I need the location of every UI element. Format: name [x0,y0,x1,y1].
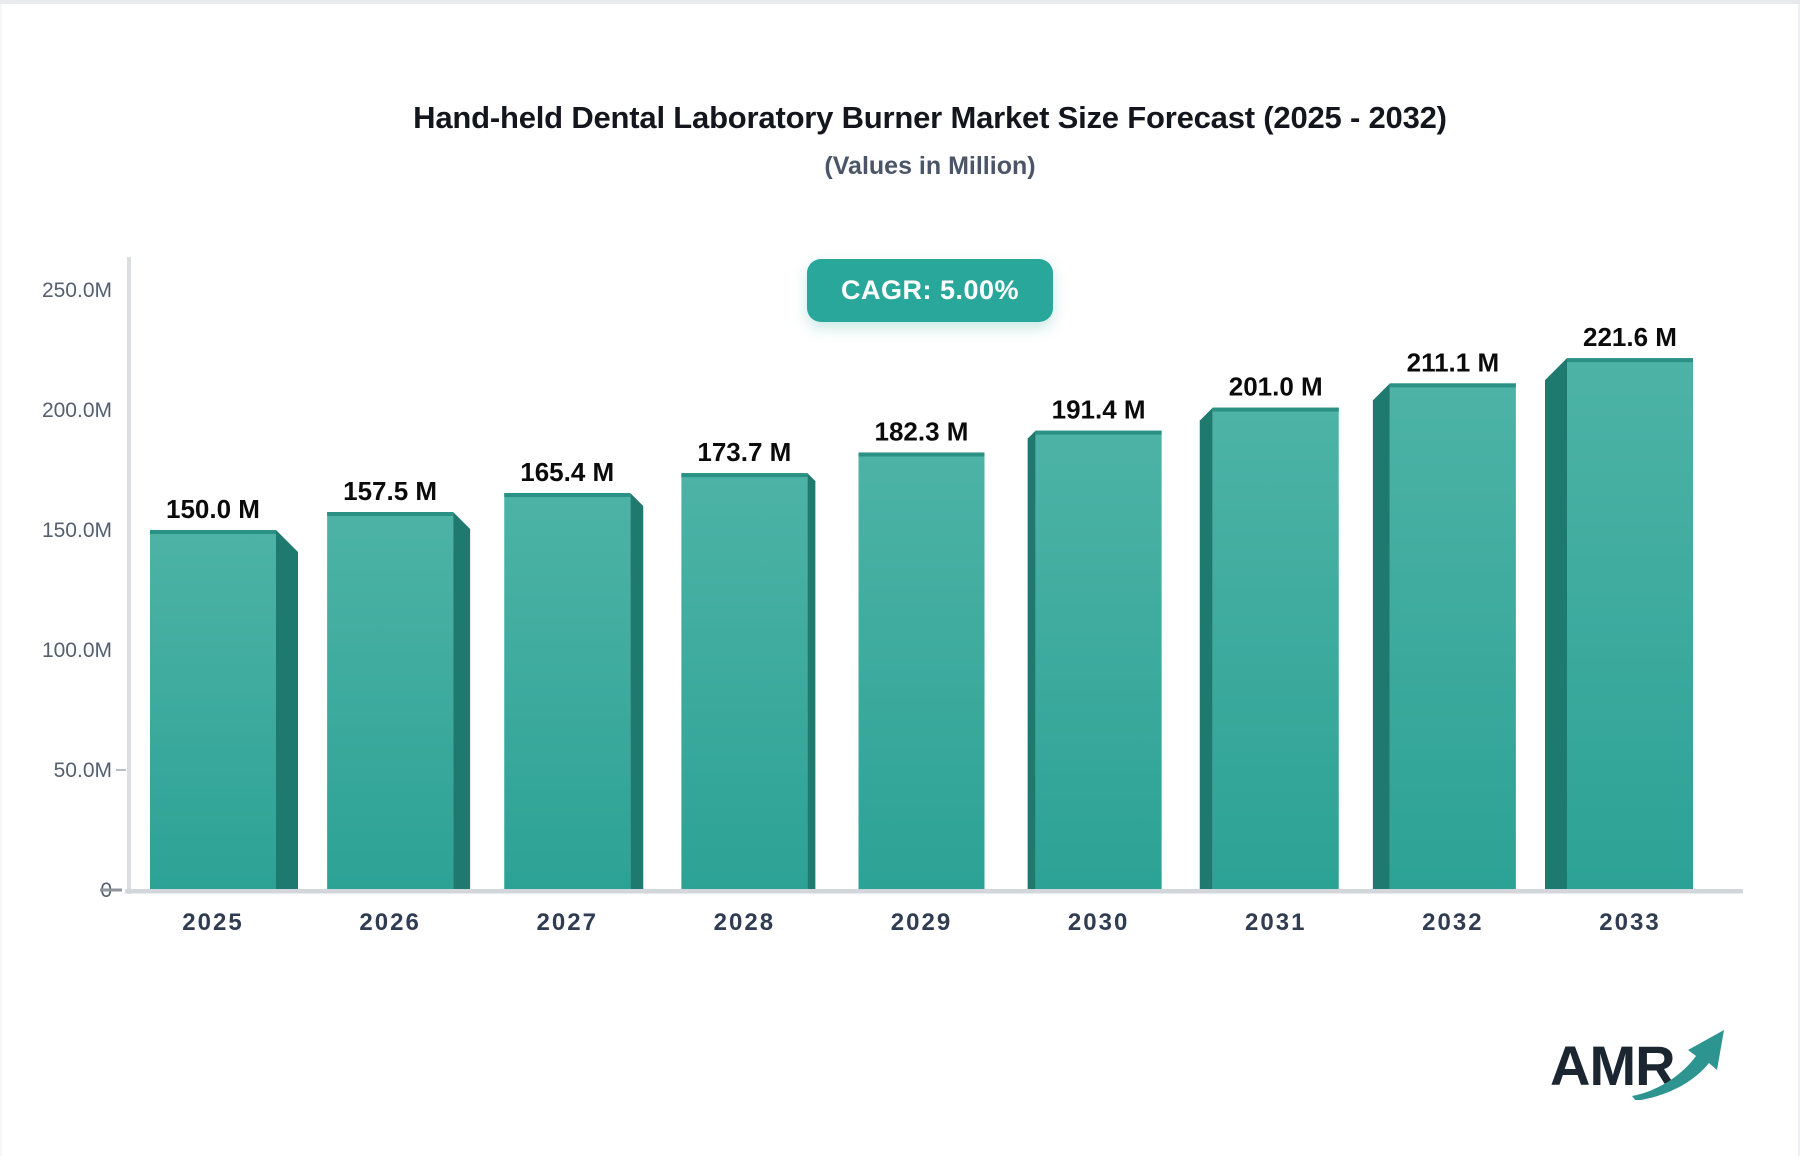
bar-face [150,530,276,890]
bar[interactable]: 150.0 M [150,494,298,890]
amr-logo-text: AMR [1550,1034,1676,1097]
y-axis-tick-label: 200.0M [42,399,112,422]
bar-cap [681,473,808,478]
bar-cap [504,493,631,498]
bar[interactable]: 201.0 M [1199,372,1339,890]
bar-face [681,473,808,890]
cagr-badge-wrap: CAGR: 5.00% [60,259,1800,322]
x-axis-category-label: 2029 [891,909,952,936]
x-axis-category-label: 2032 [1422,909,1483,936]
x-axis-category-label: 2033 [1599,909,1660,936]
y-axis-line [127,257,131,894]
bar-value-label: 182.3 M [875,416,969,446]
bar-face [327,512,454,890]
bar-face [1212,407,1339,890]
bar-value-label: 221.6 M [1583,322,1677,352]
amr-logo: AMR [1550,1022,1728,1100]
bar-value-label: 201.0 M [1229,372,1323,402]
bar-value-label: 173.7 M [697,437,791,467]
bar-side [1027,430,1036,890]
bar-side [1372,383,1390,890]
bar-cap [1035,430,1162,435]
bar[interactable]: 165.4 M [504,457,644,890]
bar-value-label: 150.0 M [166,494,260,524]
bar-side [1545,358,1567,890]
bar-side [1199,407,1213,890]
bar-cap [858,452,985,457]
bar-side [807,473,816,890]
cagr-badge: CAGR: 5.00% [806,259,1054,322]
x-axis-category-label: 2030 [1068,909,1129,936]
growth-arrow-icon [1632,1030,1724,1100]
bar-face [1567,358,1693,890]
bar[interactable]: 173.7 M [681,437,816,890]
y-axis-zero-tick [100,888,122,892]
bar-cap [1567,358,1693,363]
bar[interactable]: 182.3 M [858,416,985,890]
y-axis-tick-label: 150.0M [42,519,112,542]
y-axis-tick-label: 250.0M [42,279,112,302]
x-axis-category-label: 2025 [182,909,243,936]
bar-cap [150,530,276,534]
bar[interactable]: 221.6 M [1545,322,1693,890]
bar-face [1389,383,1516,890]
y-axis-tick-label: 50.0M [54,759,112,782]
title-block: Hand-held Dental Laboratory Burner Marke… [60,100,1800,181]
bar-cap [327,512,454,516]
chart-title: Hand-held Dental Laboratory Burner Marke… [413,100,1447,135]
x-axis-category-label: 2028 [714,909,775,936]
bar-value-label: 165.4 M [520,457,614,487]
bar-cap [1389,383,1516,388]
bar-face [504,493,631,890]
bar-value-label: 191.4 M [1052,395,1146,425]
x-axis-category-label: 2027 [537,909,598,936]
x-axis-category-label: 2031 [1245,909,1306,936]
bar-value-label: 211.1 M [1407,347,1500,377]
x-axis-line [125,889,1743,894]
bar[interactable]: 191.4 M [1027,395,1162,890]
bar-side [453,512,471,890]
bar-value-label: 157.5 M [343,476,437,506]
y-axis-tick [116,769,126,771]
bar-face [1035,430,1162,890]
bar[interactable]: 211.1 M [1372,347,1516,890]
bar-side [630,493,644,890]
bar-side [276,530,298,890]
bar[interactable]: 157.5 M [327,476,471,890]
bar-cap [1212,407,1339,412]
chart-subtitle: (Values in Million) [824,152,1036,180]
y-axis-tick-label: 100.0M [42,639,112,662]
x-axis-category-label: 2026 [359,909,420,936]
bar-face [858,452,985,890]
